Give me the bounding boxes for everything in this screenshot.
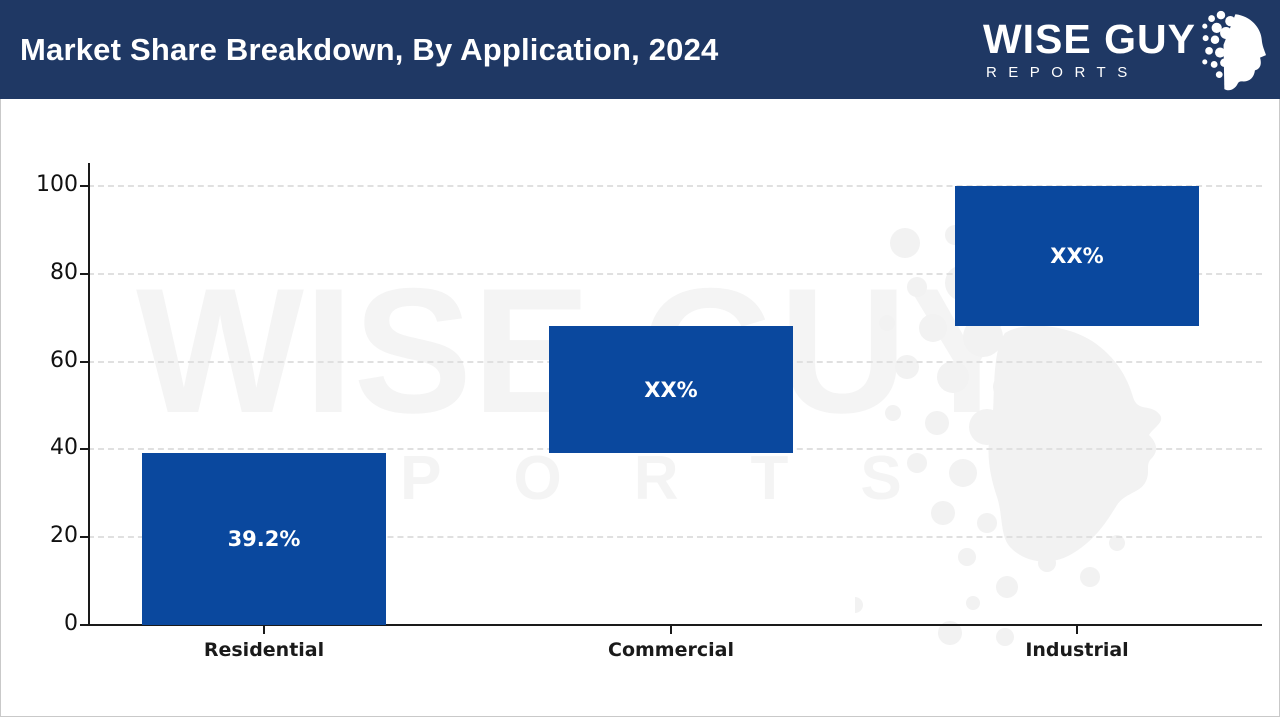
y-tick-label-20: 20 — [50, 523, 78, 549]
x-category-label-industrial: Industrial — [1025, 639, 1129, 661]
y-tick-label-0: 0 — [64, 611, 78, 636]
bar-value-label: XX% — [1050, 244, 1104, 269]
y-tick-40 — [80, 448, 88, 451]
x-tick-commercial — [670, 626, 672, 634]
y-tick-label-40: 40 — [50, 435, 78, 461]
y-tick-100 — [80, 185, 88, 187]
y-axis-spine — [88, 163, 90, 626]
x-tick-residential — [263, 626, 265, 634]
wise-guy-logo: WISE GUY REPORTS — [983, 8, 1280, 92]
logo-subtext: REPORTS — [985, 63, 1139, 81]
logo-wordmark: WISE GUY — [982, 15, 1196, 62]
gridline-80 — [88, 272, 1262, 275]
logo-face-icon — [1202, 10, 1266, 90]
gridline-100 — [88, 185, 1262, 187]
y-tick-label-80: 80 — [50, 259, 78, 285]
x-axis-spine — [85, 624, 1262, 626]
y-tick-20 — [80, 536, 88, 539]
x-category-label-residential: Residential — [203, 639, 325, 661]
logo-text: WISE GUY REPORTS — [982, 15, 1196, 81]
y-tick-0 — [80, 624, 88, 626]
header: Market Share Breakdown, By Application, … — [0, 0, 1280, 99]
bar-residential: 39.2% — [142, 452, 386, 625]
x-category-label-commercial: Commercial — [608, 639, 734, 661]
y-tick-60 — [80, 360, 88, 363]
page-title: Market Share Breakdown, By Application, … — [20, 31, 719, 67]
bar-commercial: XX% — [549, 326, 793, 453]
bar-value-label: XX% — [644, 377, 698, 402]
y-tick-label-100: 100 — [36, 172, 78, 197]
y-tick-label-60: 60 — [50, 347, 78, 373]
x-tick-industrial — [1076, 626, 1078, 634]
bar-industrial: XX% — [955, 186, 1199, 327]
bar-value-label: 39.2% — [227, 526, 301, 551]
y-tick-80 — [80, 272, 88, 275]
gridline-20 — [88, 536, 1262, 539]
